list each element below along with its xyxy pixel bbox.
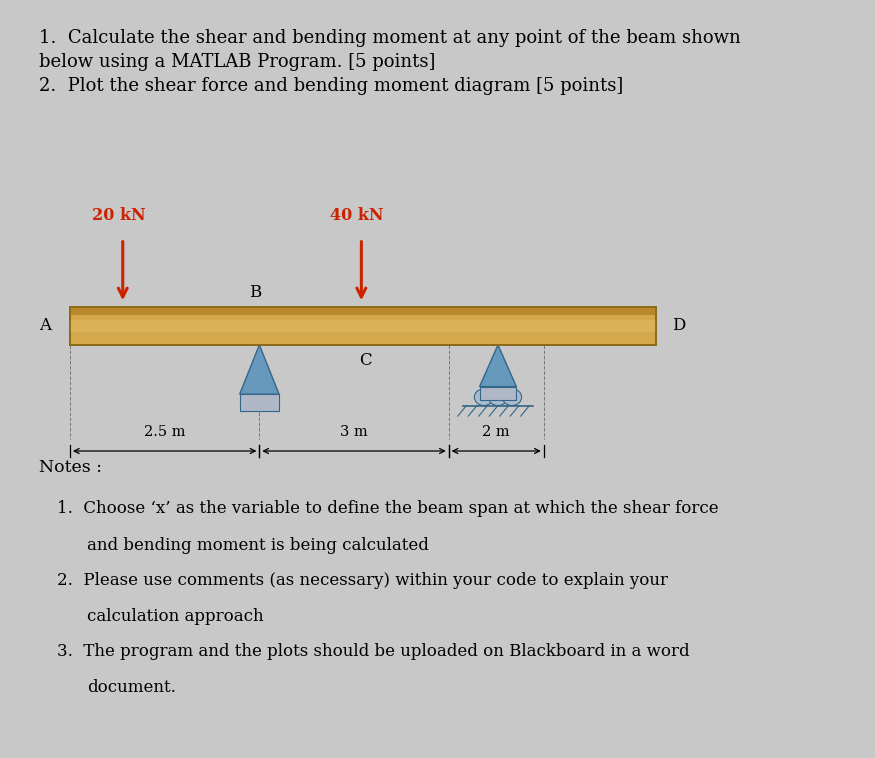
Polygon shape	[480, 345, 516, 387]
Text: and bending moment is being calculated: and bending moment is being calculated	[88, 537, 430, 553]
Text: 20 kN: 20 kN	[92, 207, 145, 224]
Bar	[70, 307, 656, 345]
Circle shape	[488, 389, 508, 406]
Circle shape	[474, 389, 494, 406]
Text: 1.  Calculate the shear and bending moment at any point of the beam shown: 1. Calculate the shear and bending momen…	[39, 29, 741, 47]
Polygon shape	[240, 345, 279, 394]
Text: 2.  Please use comments (as necessary) within your code to explain your: 2. Please use comments (as necessary) wi…	[57, 572, 668, 588]
Text: below using a MATLAB Program. [5 points]: below using a MATLAB Program. [5 points]	[39, 53, 436, 71]
Text: 2.  Plot the shear force and bending moment diagram [5 points]: 2. Plot the shear force and bending mome…	[39, 77, 624, 96]
Text: Notes :: Notes :	[39, 459, 102, 475]
Text: 1.  Choose ‘x’ as the variable to define the beam span at which the shear force: 1. Choose ‘x’ as the variable to define …	[57, 500, 718, 517]
Text: A: A	[38, 318, 51, 334]
Text: 3 m: 3 m	[340, 425, 368, 439]
Circle shape	[502, 389, 522, 406]
Text: C: C	[360, 352, 372, 369]
Bar	[70, 307, 656, 345]
Text: calculation approach: calculation approach	[88, 608, 264, 625]
Text: D: D	[672, 318, 685, 334]
Text: B: B	[248, 284, 261, 301]
Bar	[480, 387, 516, 400]
Bar	[70, 320, 656, 332]
Text: 40 kN: 40 kN	[330, 207, 384, 224]
Bar	[70, 307, 656, 315]
Text: 3.  The program and the plots should be uploaded on Blackboard in a word: 3. The program and the plots should be u…	[57, 643, 690, 659]
Text: 2 m: 2 m	[482, 425, 510, 439]
Bar	[240, 394, 278, 411]
Text: document.: document.	[88, 679, 177, 696]
Text: 2.5 m: 2.5 m	[144, 425, 186, 439]
